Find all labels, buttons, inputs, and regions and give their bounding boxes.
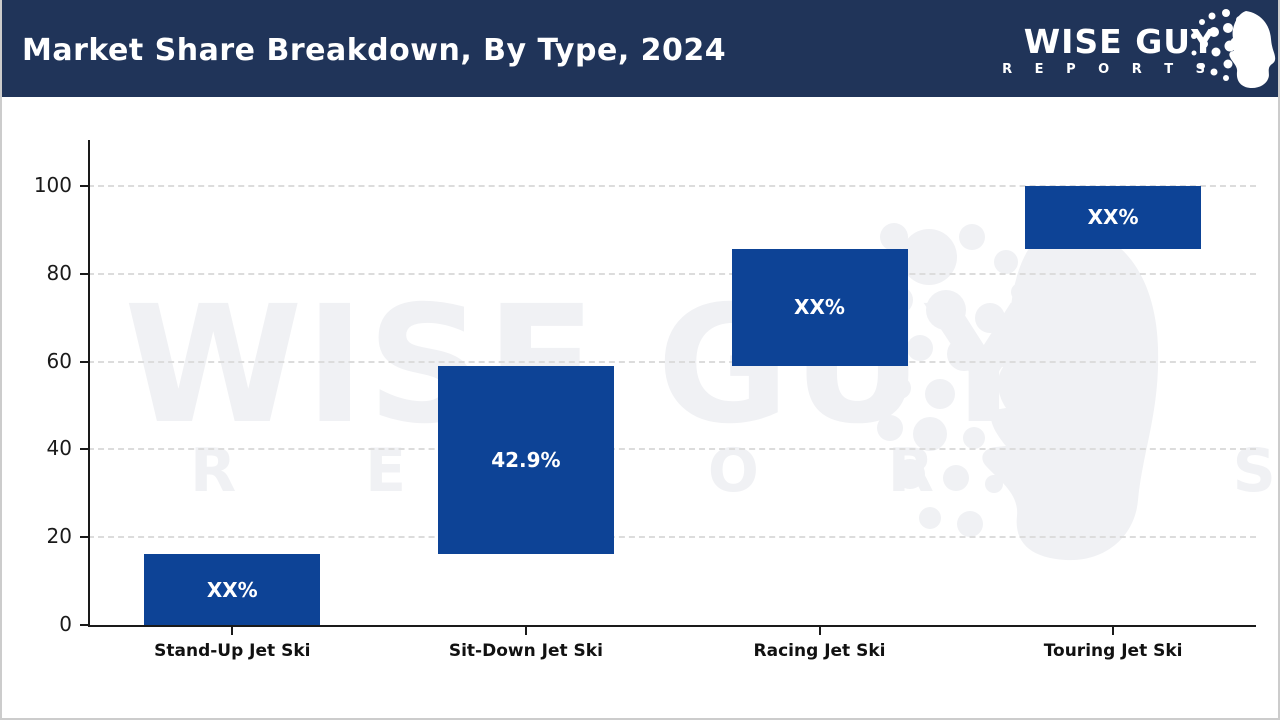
brand-logo: WISE GUY R E P O R T S (1002, 4, 1278, 94)
y-tick-label: 100 (33, 173, 72, 197)
y-tick (80, 360, 88, 363)
bar: XX% (144, 554, 321, 625)
y-tick-label: 40 (46, 436, 72, 461)
logo-head-icon (1191, 9, 1276, 88)
x-tick-label: Touring Jet Ski (1043, 641, 1183, 661)
bar-value-label: XX% (794, 295, 845, 320)
logo-wordmark: WISE GUY (1023, 22, 1216, 61)
y-tick-label: 60 (46, 348, 72, 373)
y-tick-label: 80 (46, 260, 72, 285)
y-tick (80, 448, 88, 451)
gridline (88, 185, 1256, 187)
x-tick (818, 627, 821, 635)
bar: 42.9% (437, 365, 614, 555)
page-title: Market Share Breakdown, By Type, 2024 (22, 33, 727, 68)
y-axis (88, 140, 90, 627)
gridline (88, 272, 1256, 275)
gridline (88, 360, 1256, 363)
x-tick (1112, 627, 1115, 635)
x-axis (88, 625, 1256, 627)
bar-value-label: XX% (1087, 205, 1139, 230)
y-tick (80, 624, 88, 626)
bar: XX% (731, 248, 908, 366)
x-tick-label: Stand-Up Jet Ski (154, 641, 311, 661)
bar: XX% (1025, 186, 1202, 249)
header-bar: Market Share Breakdown, By Type, 2024 WI… (2, 0, 1278, 97)
gridline (88, 448, 1256, 451)
y-tick-label: 20 (46, 524, 72, 549)
y-tick (80, 272, 88, 275)
x-tick-label: Racing Jet Ski (753, 641, 886, 661)
x-tick (524, 627, 527, 635)
logo-subtext: R E P O R T S (1002, 62, 1214, 77)
y-tick (80, 536, 88, 539)
bar-value-label: 42.9% (491, 448, 561, 473)
gridline (88, 536, 1256, 539)
watermark-head-icon (875, 223, 1159, 561)
y-tick (80, 185, 88, 187)
bar-value-label: XX% (206, 577, 258, 602)
y-tick-label: 0 (59, 612, 72, 636)
x-tick (231, 627, 234, 635)
x-tick-label: Sit-Down Jet Ski (448, 641, 603, 661)
